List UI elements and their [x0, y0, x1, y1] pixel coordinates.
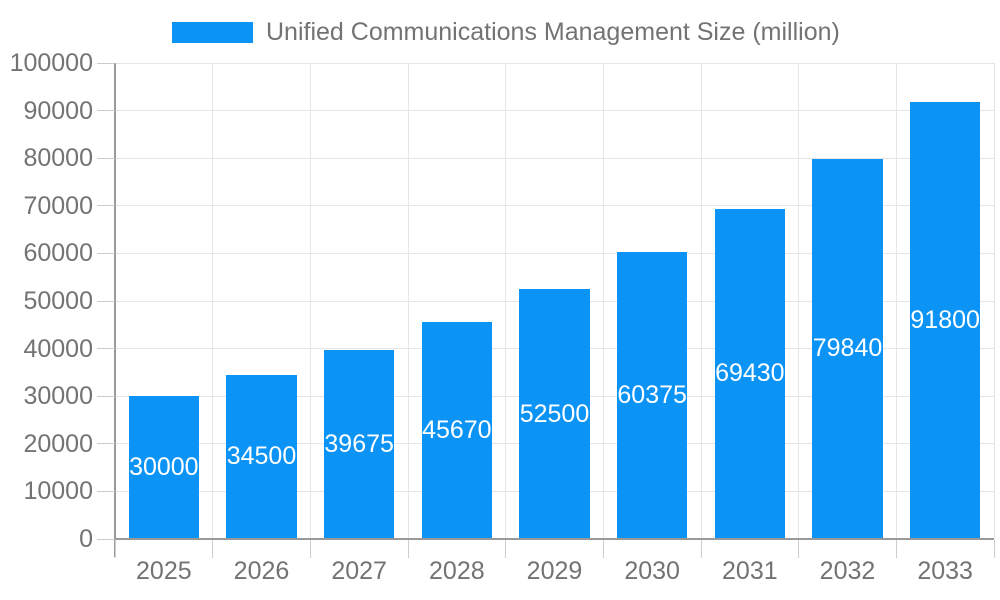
plot-area: 30000 34500 39675 45670 52500 60375 69430 79840…	[115, 62, 995, 539]
y-axis-tick	[97, 538, 115, 540]
bar-2031[interactable]: 69430	[714, 208, 785, 539]
x-axis-tick	[798, 540, 800, 558]
y-axis-label: 0	[79, 525, 93, 553]
x-axis-tick	[700, 540, 702, 558]
gridline-vertical	[798, 63, 800, 539]
y-axis-label: 100000	[9, 49, 93, 77]
x-axis-label: 2030	[624, 557, 680, 585]
gridline-vertical	[309, 63, 311, 539]
y-axis-tick	[97, 395, 115, 397]
bar-value-label: 91800	[910, 306, 980, 335]
y-axis-label: 80000	[23, 144, 93, 173]
x-axis-tick	[602, 540, 604, 558]
y-axis-tick	[97, 157, 115, 159]
x-axis-label: 2031	[722, 557, 778, 585]
y-axis-label: 30000	[23, 382, 93, 411]
chart-title: Unified Communications Management Size (…	[266, 17, 840, 46]
x-axis-label: 2026	[233, 557, 290, 585]
x-axis-tick	[309, 540, 311, 558]
bar-2032[interactable]: 79840	[812, 158, 883, 539]
bar-2027[interactable]: 39675	[324, 350, 395, 539]
x-axis-tick	[212, 540, 214, 558]
legend-item[interactable]: Unified Communications Management Size (…	[172, 14, 840, 50]
y-axis-tick	[97, 443, 115, 445]
bar-value-label: 30000	[129, 453, 199, 482]
y-axis-label: 20000	[23, 429, 93, 458]
x-axis-line	[115, 538, 994, 540]
bar-value-label: 52500	[519, 399, 590, 428]
gridline-horizontal	[115, 62, 994, 64]
x-axis-tick	[114, 540, 116, 558]
y-axis-line	[114, 63, 116, 557]
gridline-vertical	[212, 63, 214, 539]
x-axis-label: 2032	[819, 557, 876, 585]
bar-2029[interactable]: 52500	[519, 289, 590, 539]
gridline-horizontal	[115, 205, 994, 207]
bar-value-label: 45670	[422, 415, 492, 444]
bar-value-label: 60375	[617, 380, 687, 409]
gridline-horizontal	[115, 157, 994, 159]
bar-2025[interactable]: 30000	[128, 396, 199, 539]
gridline-vertical	[895, 63, 897, 539]
x-axis-label: 2028	[429, 557, 485, 585]
y-axis-label: 40000	[23, 334, 93, 363]
x-axis-tick	[407, 540, 409, 558]
gridline-vertical	[993, 63, 995, 539]
x-axis-tick	[993, 540, 995, 558]
y-axis-label: 90000	[23, 96, 93, 125]
y-axis-label: 10000	[23, 477, 93, 506]
gridline-horizontal	[115, 110, 994, 112]
y-axis-tick	[97, 300, 115, 302]
bar-2028[interactable]: 45670	[421, 321, 492, 539]
bar-value-label: 39675	[324, 430, 394, 459]
bar-value-label: 79840	[812, 334, 883, 363]
gridline-vertical	[602, 63, 604, 539]
gridline-vertical	[407, 63, 409, 539]
x-axis-label: 2025	[136, 557, 192, 585]
y-axis-tick	[97, 110, 115, 112]
x-axis-label: 2033	[917, 557, 973, 585]
x-axis-tick	[505, 540, 507, 558]
x-axis-label: 2027	[331, 557, 387, 585]
y-axis-tick	[97, 62, 115, 64]
bar-2026[interactable]: 34500	[226, 374, 297, 539]
y-axis-label: 60000	[23, 239, 93, 268]
x-axis-label: 2029	[526, 557, 583, 585]
y-axis-label: 70000	[23, 191, 93, 220]
y-axis-label: 50000	[23, 287, 93, 315]
legend-swatch	[172, 21, 253, 43]
x-axis-tick	[895, 540, 897, 558]
gridline-vertical	[700, 63, 702, 539]
y-axis-tick	[97, 252, 115, 254]
gridline-vertical	[505, 63, 507, 539]
y-axis-tick	[97, 348, 115, 350]
y-axis-tick	[97, 490, 115, 492]
gridline-horizontal	[115, 252, 994, 254]
bar-value-label: 34500	[226, 442, 297, 471]
bar-value-label: 69430	[715, 359, 785, 388]
bar-2030[interactable]: 60375	[617, 251, 688, 539]
y-axis-tick	[97, 205, 115, 207]
bar-2033[interactable]: 91800	[910, 102, 981, 539]
